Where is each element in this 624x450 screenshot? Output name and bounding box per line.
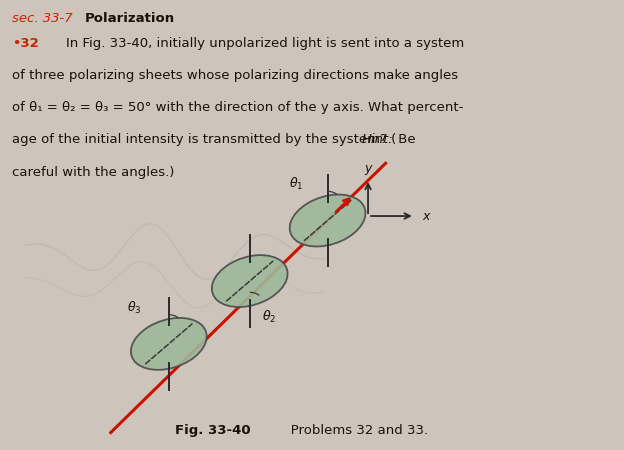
Ellipse shape	[290, 194, 366, 247]
Text: of θ₁ = θ₂ = θ₃ = 50° with the direction of the y axis. What percent-: of θ₁ = θ₂ = θ₃ = 50° with the direction…	[12, 101, 463, 114]
Text: $\theta_3$: $\theta_3$	[127, 300, 142, 315]
Text: Problems 32 and 33.: Problems 32 and 33.	[278, 424, 428, 437]
Text: sec. 33-7: sec. 33-7	[12, 12, 72, 25]
Text: Be: Be	[394, 134, 416, 147]
Text: age of the initial intensity is transmitted by the system? (: age of the initial intensity is transmit…	[12, 134, 396, 147]
Text: x: x	[422, 210, 429, 223]
Text: In Fig. 33-40, initially unpolarized light is sent into a system: In Fig. 33-40, initially unpolarized lig…	[66, 36, 464, 50]
Text: of three polarizing sheets whose polarizing directions make angles: of three polarizing sheets whose polariz…	[12, 69, 458, 82]
Text: $\theta_1$: $\theta_1$	[290, 176, 304, 192]
Text: $\theta_2$: $\theta_2$	[262, 309, 276, 325]
Text: Fig. 33-40: Fig. 33-40	[175, 424, 251, 437]
Text: Hint:: Hint:	[362, 134, 394, 147]
Text: Polarization: Polarization	[85, 12, 175, 25]
Ellipse shape	[131, 318, 207, 370]
Ellipse shape	[212, 255, 288, 307]
Text: y: y	[364, 162, 372, 175]
Text: •32: •32	[12, 36, 39, 50]
Text: careful with the angles.): careful with the angles.)	[12, 166, 174, 179]
